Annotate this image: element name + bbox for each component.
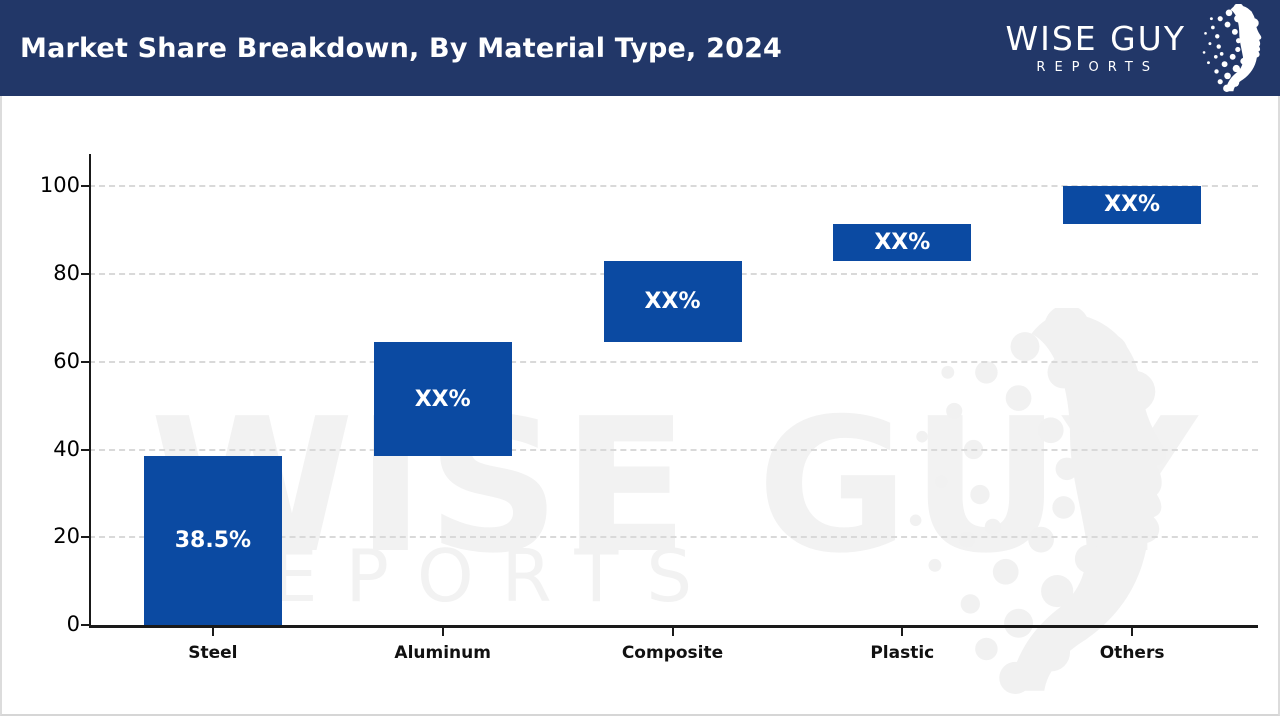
y-axis-line [89,154,91,627]
x-axis-tick [1131,628,1134,636]
plot-area: 0 20 40 60 80 100 38.5% Steel XX% Aluminum XX% Comp… [2,96,1280,714]
bar: XX% [1063,186,1202,224]
y-axis-tick [81,536,89,539]
logo-head-icon [1202,4,1262,92]
bar-value-label: XX% [874,229,931,255]
y-axis-tick [81,624,89,626]
gridline [89,360,1258,363]
x-tick-label: Others [1099,643,1165,663]
x-tick-label: Plastic [870,643,935,663]
y-axis-tick [81,360,89,363]
y-tick-label: 100 [39,173,80,198]
y-tick-label: 20 [53,524,80,549]
header: Market Share Breakdown, By Material Type… [0,0,1280,96]
gridline [89,448,1258,451]
y-tick-label: 80 [53,261,80,286]
bar-value-label: XX% [414,386,471,412]
bar-value-label: XX% [1104,192,1161,218]
x-tick-label: Composite [621,643,724,663]
x-axis-tick [901,628,904,636]
y-axis-tick [81,185,89,188]
chart-area: WISE GUY REPORTS 0 20 40 60 80 100 38.5% Steel X… [0,96,1280,716]
logo-text: WISE GUY REPORTS [1005,22,1186,74]
gridline [89,536,1258,539]
x-axis-tick [671,628,674,636]
x-tick-label: Aluminum [394,643,491,663]
y-tick-label: 60 [53,348,80,373]
page-title: Market Share Breakdown, By Material Type… [20,32,783,64]
x-axis-line [89,625,1258,628]
y-axis-tick [81,273,89,276]
x-tick-label: Steel [188,643,238,663]
bar: XX% [603,260,742,343]
bar-value-label: 38.5% [174,528,252,554]
bar: XX% [833,223,972,261]
bar-value-label: XX% [644,288,701,314]
wiseguy-logo: WISE GUY REPORTS [1005,4,1266,92]
logo-wordmark: WISE GUY [1005,19,1186,58]
y-axis-tick [81,448,89,451]
logo-subtext: REPORTS [1036,60,1160,75]
y-tick-label: 0 [66,612,80,636]
x-axis-tick [211,628,214,636]
bar: 38.5% [143,456,282,625]
bar: XX% [373,342,512,457]
y-tick-label: 40 [53,436,80,461]
x-axis-tick [441,628,444,636]
gridline [89,185,1258,188]
